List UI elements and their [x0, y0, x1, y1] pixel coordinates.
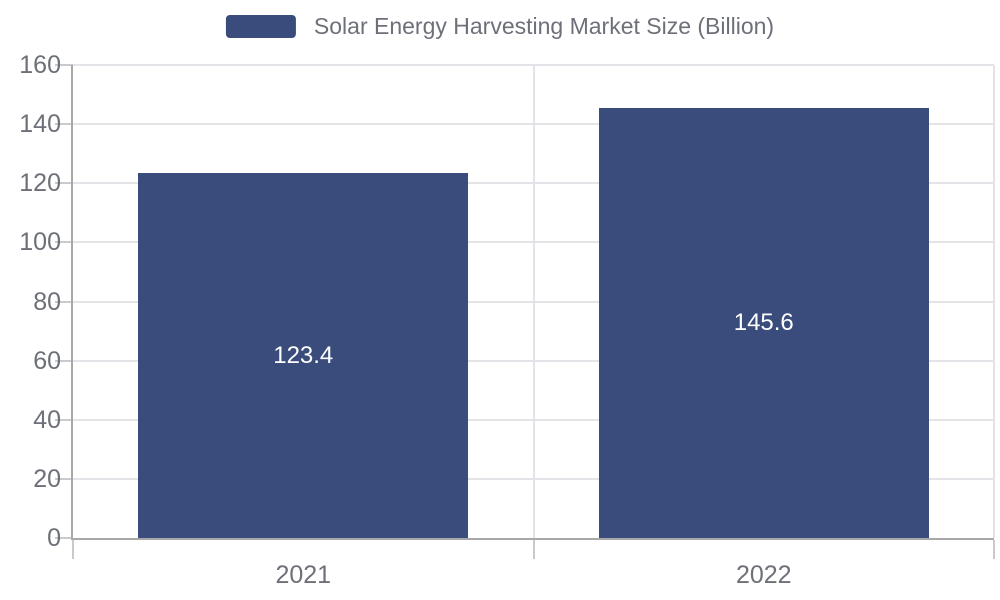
x-axis-tick [993, 540, 995, 559]
y-axis-tick [55, 359, 73, 362]
x-axis-label: 2022 [735, 561, 792, 589]
y-axis-label: 60 [33, 346, 61, 375]
x-axis-tick [532, 540, 535, 559]
y-axis-tick [55, 241, 73, 244]
x-axis-line [71, 538, 994, 540]
y-axis-line [71, 65, 73, 540]
y-axis-label: 160 [19, 51, 61, 79]
y-axis-tick [55, 123, 73, 126]
bar-value-label: 123.4 [273, 341, 334, 369]
y-axis-label: 20 [33, 464, 61, 493]
y-axis-label: 140 [19, 110, 61, 139]
bar-value-label: 145.6 [733, 308, 794, 336]
legend[interactable]: Solar Energy Harvesting Market Size (Bil… [225, 13, 775, 40]
bar[interactable]: 145.6 [598, 107, 929, 538]
legend-label: Solar Energy Harvesting Market Size (Bil… [313, 13, 775, 39]
gridline-vertical [532, 65, 535, 538]
gridline-vertical [993, 65, 995, 538]
y-axis-label: 120 [19, 169, 61, 198]
x-axis-label: 2021 [275, 561, 332, 589]
y-axis-tick [55, 64, 73, 66]
legend-swatch [225, 15, 296, 38]
y-axis-tick [55, 182, 73, 185]
y-axis-label: 100 [19, 228, 61, 257]
y-axis-tick [55, 418, 73, 421]
y-axis-tick [55, 477, 73, 480]
y-axis-label: 40 [33, 405, 61, 434]
y-axis-tick [55, 300, 73, 303]
y-axis-label: 0 [47, 524, 61, 552]
y-axis-label: 80 [33, 287, 61, 316]
bar[interactable]: 123.4 [138, 173, 469, 538]
y-axis-tick [55, 537, 73, 539]
x-axis-tick [72, 540, 74, 559]
